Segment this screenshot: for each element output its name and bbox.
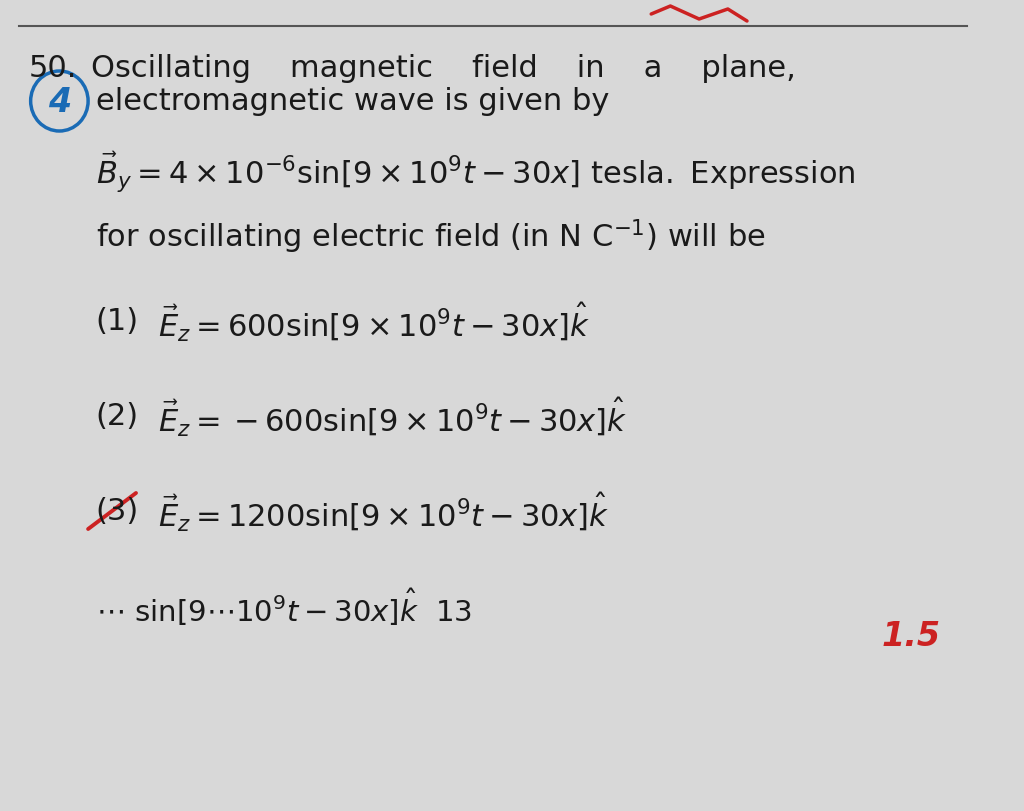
Text: $\vec{E}_z = 1200\mathrm{sin}[9 \times 10^9 t - 30x]\hat{k}$: $\vec{E}_z = 1200\mathrm{sin}[9 \times 1… (158, 490, 609, 533)
Text: (1): (1) (96, 307, 139, 336)
Text: electromagnetic wave is given by: electromagnetic wave is given by (96, 88, 609, 116)
Text: for oscillating electric field (in N C$^{-1}$) will be: for oscillating electric field (in N C$^… (96, 217, 765, 256)
Text: $\cdots\ \mathrm{sin}[9\cdots 10^9 t - 30x]\hat{k}\ \ 13$: $\cdots\ \mathrm{sin}[9\cdots 10^9 t - 3… (96, 586, 472, 627)
Text: Oscillating    magnetic    field    in    a    plane,: Oscillating magnetic field in a plane, (91, 54, 796, 83)
Text: $\vec{E}_z = -600\mathrm{sin}[9 \times 10^9 t - 30x]\hat{k}$: $\vec{E}_z = -600\mathrm{sin}[9 \times 1… (158, 395, 628, 438)
Text: (2): (2) (96, 402, 139, 431)
Text: $\vec{E}_z = 600\mathrm{sin}[9 \times 10^9 t - 30x]\hat{k}$: $\vec{E}_z = 600\mathrm{sin}[9 \times 10… (158, 300, 590, 343)
Text: $\vec{B}_y = 4 \times 10^{-6}\mathrm{sin}[9 \times 10^9t - 30x]\ \mathrm{tesla.\: $\vec{B}_y = 4 \times 10^{-6}\mathrm{sin… (96, 149, 855, 194)
Text: (3): (3) (96, 497, 139, 526)
Text: 1.5: 1.5 (881, 620, 940, 653)
Text: 50.: 50. (29, 54, 77, 83)
Text: 4: 4 (48, 85, 71, 118)
